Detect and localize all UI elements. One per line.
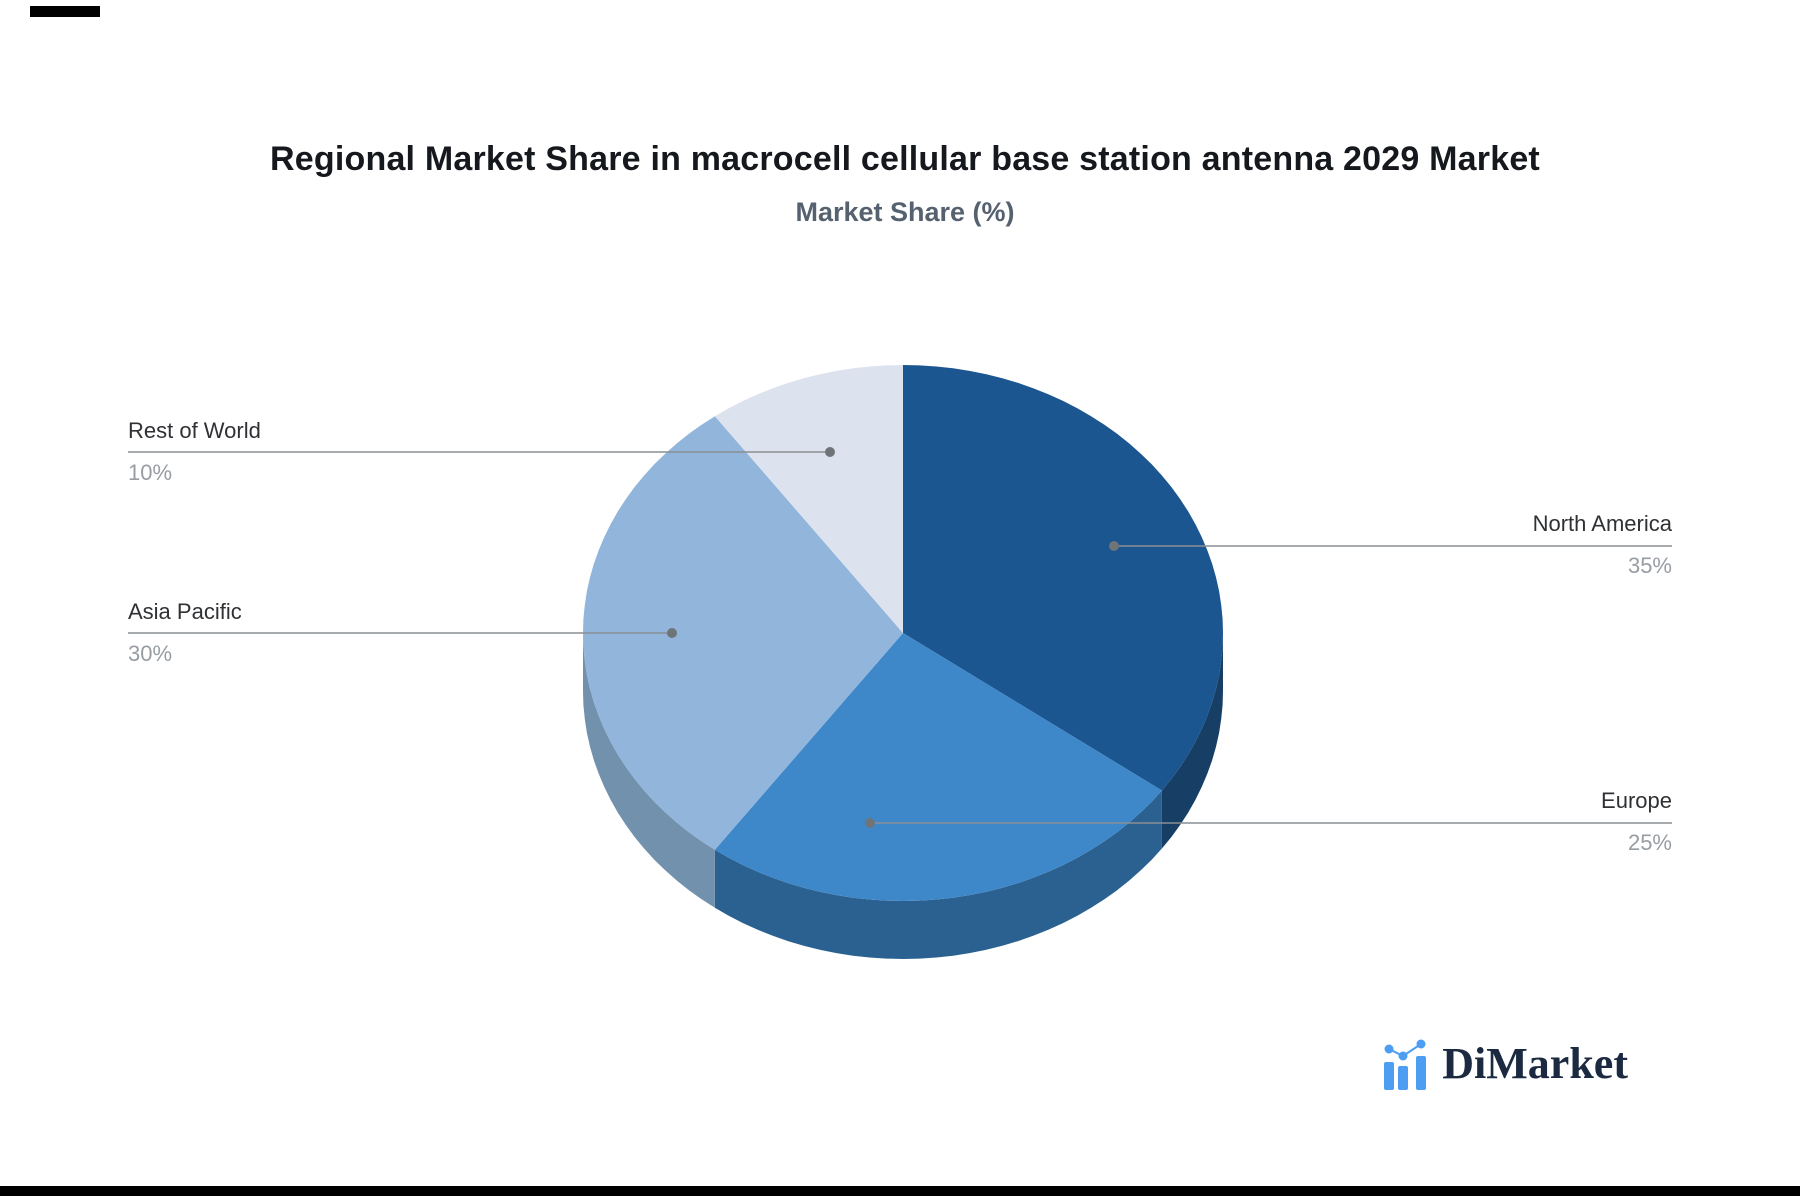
leader-dot bbox=[825, 447, 835, 457]
leader-dot bbox=[667, 628, 677, 638]
slice-percent: 30% bbox=[128, 641, 173, 666]
slice-percent: 25% bbox=[1627, 830, 1672, 855]
slice-label-asia-pacific: Asia Pacific 30% bbox=[128, 598, 548, 668]
chart-subtitle: Market Share (%) bbox=[795, 197, 1015, 227]
dimarket-logo: DiMarket bbox=[1382, 1036, 1628, 1090]
pie-slice-side bbox=[583, 633, 715, 908]
pie-slice bbox=[714, 633, 1162, 901]
logo-text: DiMarket bbox=[1442, 1038, 1628, 1088]
slice-label-north-america: North America 35% bbox=[1252, 510, 1672, 580]
screenshot-artifact-bottom-bar bbox=[0, 1186, 1800, 1196]
slice-label-europe: Europe 25% bbox=[1252, 787, 1672, 857]
slice-name: North America bbox=[1532, 511, 1672, 536]
slice-percent: 10% bbox=[128, 460, 173, 485]
leader-dot bbox=[865, 818, 875, 828]
slice-label-rest-of-world: Rest of World 10% bbox=[128, 417, 548, 487]
slice-name: Asia Pacific bbox=[128, 599, 242, 624]
pie-slice-side bbox=[1161, 633, 1223, 849]
pie-slice bbox=[903, 365, 1223, 791]
screenshot-artifact-top-left bbox=[30, 6, 100, 17]
leader-dot bbox=[1109, 541, 1119, 551]
chart-title: Regional Market Share in macrocell cellu… bbox=[270, 140, 1540, 178]
slice-percent: 35% bbox=[1627, 553, 1672, 578]
pie-slice bbox=[714, 365, 903, 633]
pie-slice-side bbox=[714, 790, 1162, 959]
pie-slice bbox=[583, 416, 903, 850]
slice-name: Rest of World bbox=[128, 418, 261, 443]
bar-chart-icon bbox=[1384, 1039, 1427, 1090]
slice-name: Europe bbox=[1601, 788, 1672, 813]
